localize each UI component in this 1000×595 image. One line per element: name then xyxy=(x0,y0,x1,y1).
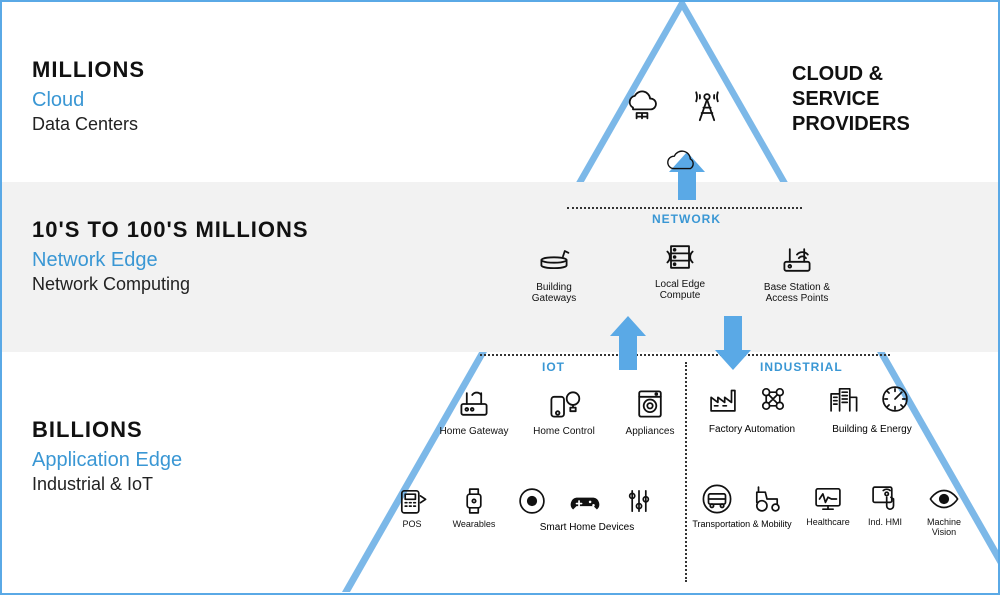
tier-title: MILLIONS xyxy=(32,57,145,83)
caption: Home Control xyxy=(533,426,595,437)
label-line: CLOUD & xyxy=(792,62,910,87)
ind-factory xyxy=(700,382,746,416)
edge-pyramid-infographic: MILLIONS Cloud Data Centers 10'S TO 100'… xyxy=(0,0,1000,595)
tier-accent: Network Edge xyxy=(32,249,309,272)
watch-icon xyxy=(457,484,491,518)
molecule-icon xyxy=(756,382,790,416)
ind-transport xyxy=(692,482,742,516)
tier-title: 10'S TO 100'S MILLIONS xyxy=(32,217,309,243)
iot-gamepad xyxy=(560,484,610,518)
caption: Base Station & Access Points xyxy=(752,282,842,304)
iot-home-gateway: Home Gateway xyxy=(434,384,514,437)
factory-icon xyxy=(706,382,740,416)
tier-accent: Cloud xyxy=(32,89,145,112)
sliders-icon xyxy=(622,484,656,518)
tier-label-network: 10'S TO 100'S MILLIONS Network Edge Netw… xyxy=(32,217,309,295)
caption: Local Edge Compute xyxy=(640,279,720,301)
tier-sub: Network Computing xyxy=(32,274,309,295)
caption: Machine Vision xyxy=(914,518,974,538)
caption: Appliances xyxy=(626,426,675,437)
eye-icon xyxy=(927,482,961,516)
washer-icon xyxy=(630,384,670,424)
separator-cloud-network xyxy=(567,207,802,209)
caption: Healthcare xyxy=(806,518,850,528)
radio-tower-icon xyxy=(682,84,732,124)
gamepad-icon xyxy=(568,484,602,518)
gauge-icon xyxy=(878,382,912,416)
rack-icon xyxy=(660,237,700,277)
tier-accent: Application Edge xyxy=(32,449,182,472)
section-industrial-label: INDUSTRIAL xyxy=(760,360,843,374)
ind-gauge xyxy=(872,382,918,416)
wifi-ap-icon xyxy=(777,240,817,280)
tier-sub: Data Centers xyxy=(32,114,145,135)
ind-buildings xyxy=(820,382,866,416)
tier-label-application: BILLIONS Application Edge Industrial & I… xyxy=(32,417,182,495)
ind-healthcare: Healthcare xyxy=(800,482,856,528)
disc-icon xyxy=(515,484,549,518)
iot-smart-home-caption: Smart Home Devices xyxy=(507,522,667,533)
tier-sub: Industrial & IoT xyxy=(32,474,182,495)
section-iot-label: IOT xyxy=(542,360,565,374)
smart-bulb-icon xyxy=(544,384,584,424)
caption: POS xyxy=(402,520,421,530)
switch-icon xyxy=(534,240,574,280)
section-network-label: NETWORK xyxy=(652,212,721,226)
arrow-industrial-down xyxy=(715,316,751,370)
buildings-icon xyxy=(826,382,860,416)
label-line: SERVICE xyxy=(792,87,910,112)
iot-wearables: Wearables xyxy=(444,484,504,530)
tractor-icon xyxy=(750,482,784,516)
ind-molecule xyxy=(750,382,796,416)
tier-title: BILLIONS xyxy=(32,417,182,443)
cloud-providers-label: CLOUD & SERVICE PROVIDERS xyxy=(792,62,910,137)
network-item-localedge: Local Edge Compute xyxy=(640,237,720,301)
cloud-icon xyxy=(652,142,712,180)
label-line: PROVIDERS xyxy=(792,112,910,137)
monitor-icon xyxy=(811,482,845,516)
caption: Building Gateways xyxy=(514,282,594,304)
network-item-gateways: Building Gateways xyxy=(514,240,594,304)
separator-network-app xyxy=(480,354,890,356)
iot-pos: POS xyxy=(382,484,442,530)
network-item-basestation: Base Station & Access Points xyxy=(752,240,842,304)
ind-vision: Machine Vision xyxy=(914,482,974,538)
caption: Ind. HMI xyxy=(868,518,902,528)
ind-factory-caption: Factory Automation xyxy=(697,424,807,435)
ind-hmi: Ind. HMI xyxy=(858,482,912,528)
caption: Wearables xyxy=(453,520,496,530)
bus-icon xyxy=(700,482,734,516)
ind-transport-caption: Transportation & Mobility xyxy=(687,520,797,530)
arrow-iot-up xyxy=(610,316,646,370)
touch-icon xyxy=(868,482,902,516)
iot-appliances: Appliances xyxy=(610,384,690,437)
ind-building-caption: Building & Energy xyxy=(817,424,927,435)
ind-tractor xyxy=(742,482,792,516)
caption: Home Gateway xyxy=(440,426,509,437)
router-icon xyxy=(454,384,494,424)
iot-home-control: Home Control xyxy=(524,384,604,437)
cloud-server-icon xyxy=(617,84,667,124)
iot-smart-disc xyxy=(507,484,557,518)
pos-icon xyxy=(395,484,429,518)
iot-sliders xyxy=(614,484,664,518)
tier-label-cloud: MILLIONS Cloud Data Centers xyxy=(32,57,145,135)
